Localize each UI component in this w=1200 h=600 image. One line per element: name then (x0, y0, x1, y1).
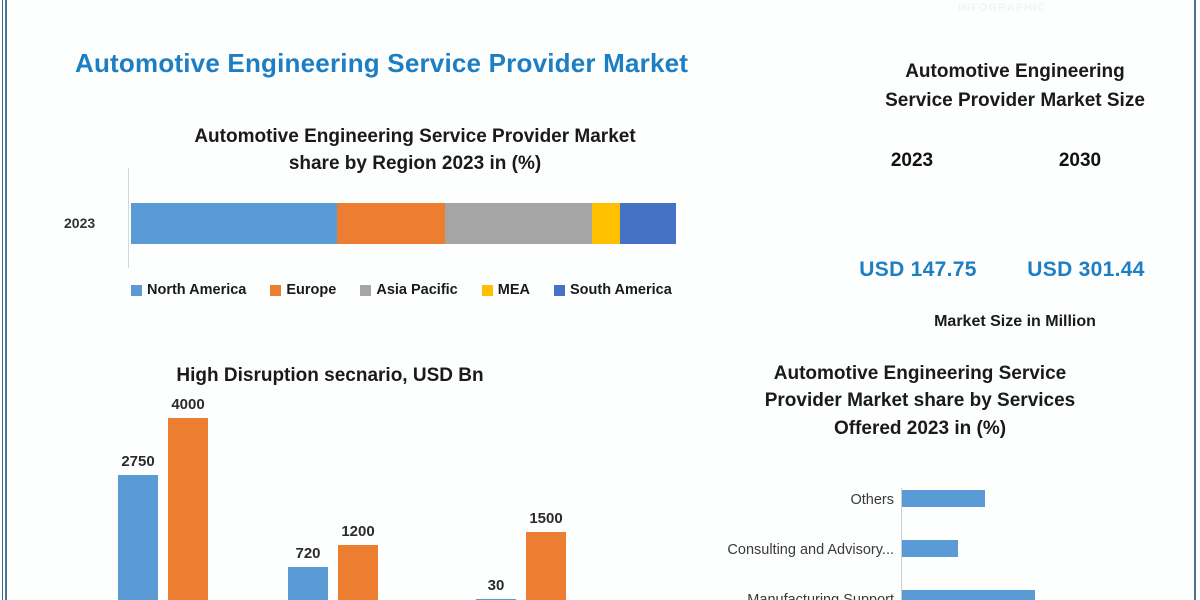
services-chart-row: Consulting and Advisory... (680, 540, 1140, 588)
legend-item-north-america[interactable]: North America (131, 282, 246, 298)
legend-swatch-icon (481, 284, 493, 296)
services-category-label: Manufacturing Support (747, 592, 894, 600)
legend-item-label: Europe (286, 282, 337, 298)
watermark-text: INFOGRAPHIC (958, 2, 1046, 14)
services-category-label: Others (850, 492, 894, 508)
disruption-bar (526, 531, 566, 600)
disruption-chart-title: High Disruption secnario, USD Bn (176, 365, 484, 386)
services-chart-title: Automotive Engineering Service Provider … (700, 360, 1140, 442)
disruption-bar-value-label: 1200 (341, 523, 375, 541)
legend-item-europe[interactable]: Europe (270, 282, 336, 298)
legend-item-asia-pacific[interactable]: Asia Pacific (360, 282, 458, 298)
services-chart-axis-line (901, 488, 902, 600)
disruption-bar (168, 418, 208, 600)
market-size-title: Automotive Engineering Service Provider … (840, 58, 1190, 116)
market-size-unit-label: Market Size in Million (934, 313, 1096, 330)
market-size-year-2023: 2023 (890, 150, 934, 171)
services-chart-title-line2: Provider Market share by Services (764, 390, 1076, 412)
legend-swatch-icon (131, 284, 142, 296)
region-chart-legend: North America Europe Asia Pacific MEA South … (131, 282, 696, 298)
services-chart-plot-area: Others Consulting and Advisory... Manufact… (680, 470, 1140, 600)
region-chart-title-line1: Automotive Engineering Service Provider … (194, 126, 636, 147)
disruption-bar-value-label: 720 (295, 545, 321, 563)
legend-swatch-icon (270, 284, 282, 296)
services-chart-title-line1: Automotive Engineering Service (773, 363, 1067, 384)
legend-item-label: MEA (497, 282, 530, 298)
disruption-bar (288, 567, 328, 600)
market-size-value-2023: USD 147.75 (859, 258, 977, 281)
market-size-value-2030: USD 301.44 (1027, 258, 1145, 281)
disruption-chart-plot-area: 2750 4000 720 1200 30 1500 (60, 396, 660, 600)
services-category-label: Consulting and Advisory... (727, 542, 894, 558)
market-size-year-2030: 2030 (1058, 150, 1102, 171)
legend-item-mea[interactable]: MEA (481, 282, 530, 298)
region-segment-asia-pacific (444, 203, 593, 244)
region-chart-axis-line (128, 168, 129, 268)
region-chart-category-label: 2023 (64, 215, 96, 231)
disruption-bar-value-label: 1500 (529, 509, 563, 527)
market-size-title-line2: Service Provider Market Size (885, 89, 1145, 111)
disruption-bar (476, 598, 516, 600)
right-border (1194, 0, 1196, 600)
disruption-bar (338, 545, 378, 600)
services-bar (902, 540, 958, 557)
region-chart-plot-area (128, 168, 680, 268)
market-size-title-line1: Automotive Engineering (905, 61, 1125, 82)
legend-item-label: South America (570, 282, 672, 298)
left-inner-border (5, 0, 7, 600)
region-chart-title: Automotive Engineering Service Provider … (100, 124, 730, 178)
services-bar (902, 490, 985, 507)
services-bar (902, 590, 1036, 600)
region-segment-north-america (131, 203, 337, 244)
legend-item-south-america[interactable]: South America (554, 282, 672, 298)
legend-item-label: Asia Pacific (376, 282, 458, 298)
disruption-bar-value-label: 2750 (121, 453, 155, 470)
services-chart-row: Others (680, 490, 1140, 538)
legend-item-label: North America (147, 282, 247, 298)
region-segment-europe (337, 203, 445, 244)
legend-swatch-icon (554, 284, 565, 296)
services-chart-row: Manufacturing Support (680, 590, 1140, 600)
region-segment-south-america (619, 203, 676, 244)
left-outer-border (2, 0, 3, 600)
region-segment-mea (592, 203, 620, 244)
region-stacked-bar (131, 203, 676, 244)
services-chart-title-line3: Offered 2023 in (%) (833, 417, 1007, 439)
region-chart-title-line2: share by Region 2023 in (%) (288, 152, 542, 174)
disruption-bar-value-label: 4000 (171, 396, 205, 414)
disruption-bar (118, 475, 158, 600)
page-title: Automotive Engineering Service Provider … (75, 48, 689, 78)
legend-swatch-icon (360, 284, 372, 296)
disruption-bar-value-label: 30 (487, 576, 505, 594)
